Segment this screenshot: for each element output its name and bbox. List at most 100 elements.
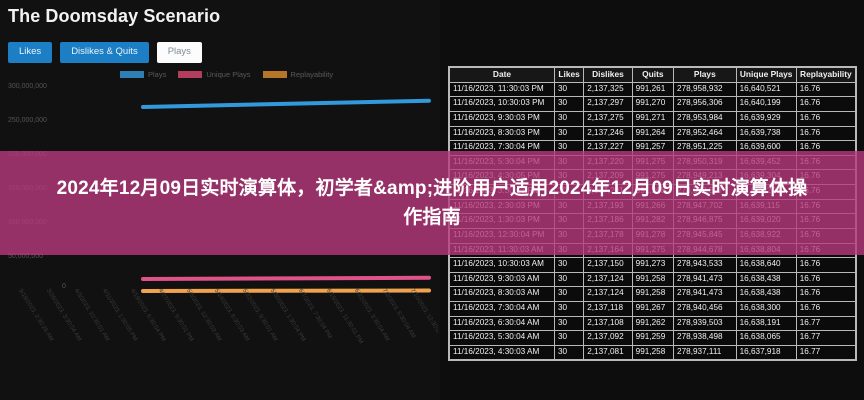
table-header-row: Date Likes Dislikes Quits Plays Unique P…	[449, 67, 857, 83]
cell-plays: 278,952,464	[673, 125, 737, 142]
series-line-unique-plays[interactable]	[140, 275, 432, 281]
chart-legend: Plays Unique Plays Replayability	[120, 70, 339, 79]
legend-item-plays[interactable]: Plays	[120, 70, 166, 79]
cell-quits: 991,258	[631, 344, 675, 361]
cell-dislikes: 2,137,297	[583, 96, 633, 113]
table-row[interactable]: 11/16/2023, 11:30:03 PM 30 2,137,325 991,26…	[449, 81, 857, 98]
y-axis-tick-50m: 50,000,000	[8, 253, 44, 260]
y-axis-tick-250m: 250,000,000	[8, 117, 47, 124]
cell-unique-plays: 16,638,640	[735, 257, 797, 273]
cell-quits: 991,262	[631, 315, 675, 332]
legend-item-unique-plays[interactable]: Unique Plays	[178, 70, 251, 79]
cell-plays: 278,937,111	[673, 344, 737, 361]
cell-replayability: 16.76	[795, 286, 857, 302]
cell-replayability: 16.76	[795, 125, 857, 142]
table-row[interactable]: 11/16/2023, 6:30:04 AM 30 2,137,108 991,262…	[449, 315, 857, 332]
legend-label-replayability: Replayability	[290, 70, 334, 79]
cell-replayability: 16.77	[795, 315, 857, 332]
cell-plays: 278,953,984	[673, 111, 737, 127]
legend-swatch-plays	[120, 71, 144, 78]
legend-label-unique-plays: Unique Plays	[206, 70, 251, 79]
cell-unique-plays: 16,638,191	[735, 315, 797, 332]
series-line-plays[interactable]	[140, 98, 431, 109]
cell-dislikes: 2,137,108	[583, 315, 633, 332]
cell-likes: 30	[553, 125, 585, 142]
table-row[interactable]: 11/16/2023, 10:30:03 PM 30 2,137,297 991,27…	[449, 96, 857, 113]
cell-likes: 30	[553, 81, 585, 98]
cell-date: 11/16/2023, 6:30:04 AM	[449, 315, 555, 332]
legend-item-replayability[interactable]: Replayability	[262, 70, 334, 79]
cell-date: 11/16/2023, 11:30:03 PM	[449, 81, 555, 98]
cell-plays: 278,941,473	[673, 271, 737, 288]
column-header-date[interactable]: Date	[449, 67, 555, 83]
cell-unique-plays: 16,638,438	[735, 286, 797, 302]
cell-unique-plays: 16,639,929	[735, 111, 797, 127]
table-row[interactable]: 11/16/2023, 4:30:03 AM 30 2,137,081 991,258…	[449, 344, 857, 361]
cell-unique-plays: 16,640,199	[735, 96, 797, 113]
overlay-headline: 2024年12月09日实时演算体，初学者&amp;进阶用户适用2024年12月0…	[56, 177, 808, 228]
cell-dislikes: 2,137,150	[583, 257, 633, 273]
cell-unique-plays: 16,638,300	[735, 300, 797, 317]
cell-quits: 991,273	[631, 257, 675, 273]
cell-dislikes: 2,137,081	[583, 344, 633, 361]
cell-quits: 991,259	[631, 330, 675, 346]
cell-quits: 991,267	[631, 300, 675, 317]
table-row[interactable]: 11/16/2023, 9:30:03 PM 30 2,137,275 991,271…	[449, 111, 857, 127]
table-row[interactable]: 11/16/2023, 7:30:04 AM 30 2,137,118 991,267…	[449, 300, 857, 317]
column-header-likes[interactable]: Likes	[553, 67, 585, 83]
tab-likes[interactable]: Likes	[8, 42, 53, 63]
tab-dislikes-quits[interactable]: Dislikes & Quits	[60, 42, 149, 63]
cell-quits: 991,270	[631, 96, 675, 113]
cell-plays: 278,940,456	[673, 300, 737, 317]
cell-replayability: 16.77	[795, 344, 857, 361]
table-row[interactable]: 11/16/2023, 5:30:04 AM 30 2,137,092 991,259…	[449, 330, 857, 346]
cell-unique-plays: 16,640,521	[735, 81, 797, 98]
column-header-unique-plays[interactable]: Unique Plays	[735, 67, 797, 83]
cell-replayability: 16.76	[795, 111, 857, 127]
cell-unique-plays: 16,639,738	[735, 125, 797, 142]
table-header: Date Likes Dislikes Quits Plays Unique P…	[449, 67, 857, 83]
cell-unique-plays: 16,637,918	[735, 344, 797, 361]
legend-swatch-unique-plays	[178, 71, 203, 78]
cell-likes: 30	[553, 344, 585, 361]
cell-date: 11/16/2023, 4:30:03 AM	[449, 344, 555, 361]
table-row[interactable]: 11/16/2023, 9:30:03 AM 30 2,137,124 991,258…	[449, 271, 857, 288]
cell-quits: 991,264	[631, 125, 675, 142]
cell-date: 11/16/2023, 7:30:04 AM	[449, 300, 555, 317]
cell-replayability: 16.76	[795, 271, 857, 288]
cell-replayability: 16.76	[795, 300, 857, 317]
cell-date: 11/16/2023, 9:30:03 PM	[449, 111, 555, 127]
cell-dislikes: 2,137,118	[583, 300, 633, 317]
overlay-banner: 2024年12月09日实时演算体，初学者&amp;进阶用户适用2024年12月0…	[0, 151, 864, 255]
column-header-dislikes[interactable]: Dislikes	[583, 67, 633, 83]
column-header-quits[interactable]: Quits	[631, 67, 675, 83]
cell-date: 11/16/2023, 10:30:03 AM	[449, 257, 555, 273]
y-axis-tick-0: 0	[62, 283, 66, 290]
cell-quits: 991,258	[631, 271, 675, 288]
cell-likes: 30	[553, 111, 585, 127]
cell-dislikes: 2,137,092	[583, 330, 633, 346]
cell-plays: 278,941,473	[673, 286, 737, 302]
tab-bar: Likes Dislikes & Quits Plays	[8, 42, 202, 63]
cell-dislikes: 2,137,275	[583, 111, 633, 127]
cell-date: 11/16/2023, 9:30:03 AM	[449, 271, 555, 288]
cell-plays: 278,943,533	[673, 257, 737, 273]
cell-likes: 30	[553, 286, 585, 302]
y-axis-tick-300m: 300,000,000	[8, 83, 47, 90]
column-header-plays[interactable]: Plays	[673, 67, 737, 83]
table-row[interactable]: 11/16/2023, 8:30:03 AM 30 2,137,124 991,258…	[449, 286, 857, 302]
table-row[interactable]: 11/16/2023, 8:30:03 PM 30 2,137,246 991,264…	[449, 125, 857, 142]
cell-unique-plays: 16,638,438	[735, 271, 797, 288]
cell-quits: 991,271	[631, 111, 675, 127]
cell-plays: 278,956,306	[673, 96, 737, 113]
cell-likes: 30	[553, 300, 585, 317]
column-header-replayability[interactable]: Replayability	[795, 67, 857, 83]
cell-replayability: 16.76	[795, 81, 857, 98]
table-row[interactable]: 11/16/2023, 10:30:03 AM 30 2,137,150 991,27…	[449, 257, 857, 273]
cell-replayability: 16.77	[795, 330, 857, 346]
cell-dislikes: 2,137,246	[583, 125, 633, 142]
tab-plays[interactable]: Plays	[156, 42, 202, 63]
cell-dislikes: 2,137,124	[583, 271, 633, 288]
cell-date: 11/16/2023, 10:30:03 PM	[449, 96, 555, 113]
